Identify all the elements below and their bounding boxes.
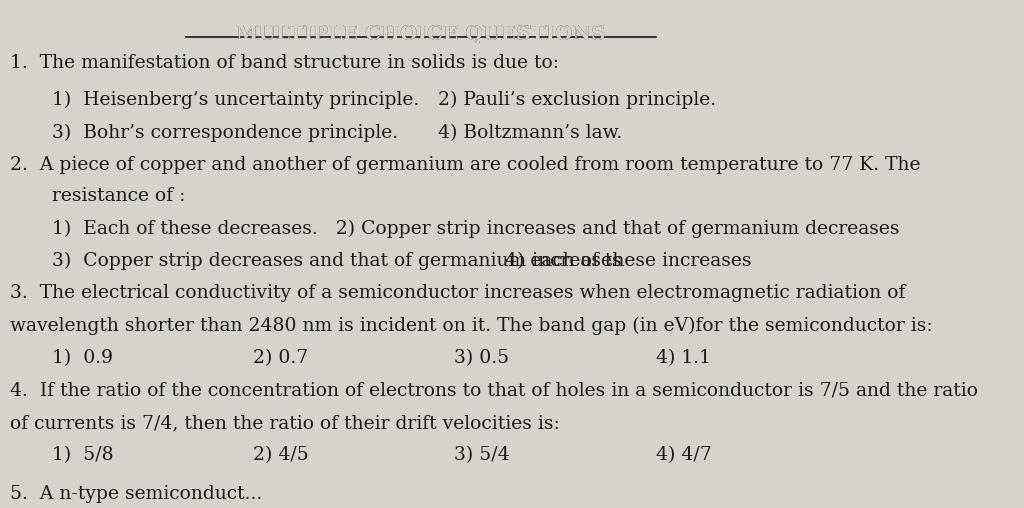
Text: 2) 4/5: 2) 4/5 [253,447,309,464]
Text: 2) 0.7: 2) 0.7 [253,349,308,367]
Text: 5.  A n-type semiconduct...: 5. A n-type semiconduct... [10,485,262,503]
Text: 4) 1.1: 4) 1.1 [655,349,711,367]
Text: 3)  Bohr’s correspondence principle.: 3) Bohr’s correspondence principle. [52,123,398,142]
Text: 3)  Copper strip decreases and that of germanium increases: 3) Copper strip decreases and that of ge… [52,252,622,270]
Text: 4) 4/7: 4) 4/7 [655,447,712,464]
Text: 1.  The manifestation of band structure in solids is due to:: 1. The manifestation of band structure i… [10,54,559,72]
Text: 1)  0.9: 1) 0.9 [52,349,113,367]
Text: resistance of :: resistance of : [52,187,185,205]
Text: 4) each of these increases: 4) each of these increases [505,252,752,270]
Text: of currents is 7/4, then the ratio of their drift velocities is:: of currents is 7/4, then the ratio of th… [10,414,559,432]
Text: 3) 0.5: 3) 0.5 [455,349,510,367]
Text: 4.  If the ratio of the concentration of electrons to that of holes in a semicon: 4. If the ratio of the concentration of … [10,382,978,400]
Text: MULTIPLE CHOICE QUESTIONS: MULTIPLE CHOICE QUESTIONS [237,24,605,44]
Text: 3.  The electrical conductivity of a semiconductor increases when electromagneti: 3. The electrical conductivity of a semi… [10,284,905,302]
Text: 1)  Heisenberg’s uncertainty principle.: 1) Heisenberg’s uncertainty principle. [52,91,419,109]
Text: 2) Pauli’s exclusion principle.: 2) Pauli’s exclusion principle. [437,91,716,109]
Text: 1)  5/8: 1) 5/8 [52,447,114,464]
Text: MULTIPLE CHOICE QUESTIONS: MULTIPLE CHOICE QUESTIONS [237,24,605,44]
Text: wavelength shorter than 2480 nm is incident on it. The band gap (in eV)for the s: wavelength shorter than 2480 nm is incid… [10,316,933,335]
Text: 4) Boltzmann’s law.: 4) Boltzmann’s law. [437,123,622,142]
Text: 2.  A piece of copper and another of germanium are cooled from room temperature : 2. A piece of copper and another of germ… [10,156,921,174]
Text: 1)  Each of these decreases.   2) Copper strip increases and that of germanium d: 1) Each of these decreases. 2) Copper st… [52,219,899,238]
Text: 3) 5/4: 3) 5/4 [455,447,510,464]
